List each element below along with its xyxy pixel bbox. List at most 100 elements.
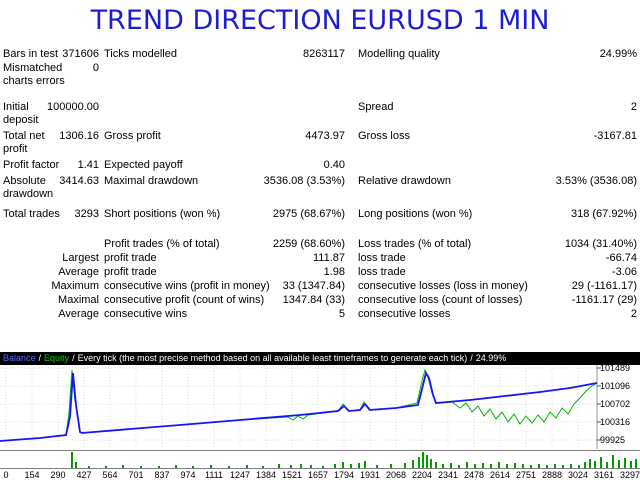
volume-bar: [538, 464, 540, 468]
stat-value: -66.74: [605, 252, 637, 264]
stat-label: Modelling quality: [358, 48, 440, 60]
volume-bar: [262, 466, 264, 468]
x-label: 2478: [463, 470, 485, 480]
volume-bar: [600, 457, 602, 468]
balance-legend: Balance: [3, 353, 36, 363]
x-label: 3024: [567, 470, 589, 480]
equity-legend: Equity: [44, 353, 70, 363]
volume-bar: [490, 464, 492, 468]
volume-bar: [75, 462, 77, 468]
x-label: 3297: [619, 470, 640, 480]
price-label: 101489: [600, 363, 631, 373]
legend-separator: /: [470, 353, 473, 363]
volume-bar: [310, 465, 312, 468]
volume-bar: [435, 462, 437, 468]
volume-bar: [562, 465, 564, 468]
stat-label: Relative drawdown: [358, 175, 451, 187]
volume-bar: [358, 463, 360, 468]
stat-value: 2: [630, 101, 637, 113]
volume-bar: [422, 452, 424, 468]
volume-bar: [630, 461, 632, 468]
volume-bar: [404, 463, 406, 468]
x-label: 1794: [333, 470, 355, 480]
stat-label: Spread: [358, 101, 394, 113]
volume-bar: [278, 464, 280, 468]
x-label: 837: [154, 470, 170, 480]
volume-bar: [376, 465, 378, 468]
stat-value: 3293: [74, 208, 99, 220]
x-label: 1521: [281, 470, 303, 480]
price-label: 99925: [600, 435, 626, 445]
stat-label: Profit factor: [3, 159, 60, 171]
stat-label: consecutive loss (count of losses): [358, 294, 523, 306]
stat-label: Mismatched charts errors: [3, 62, 65, 87]
stat-label: consecutive profit (count of wins): [104, 294, 265, 306]
stat-value: -3167.81: [593, 130, 637, 142]
stat-label: Loss trades (% of total): [358, 238, 472, 250]
x-label: 427: [76, 470, 92, 480]
stat-value: 3.53% (3536.08): [555, 175, 637, 187]
x-label: 290: [50, 470, 66, 480]
stat-label: Absolute drawdown: [3, 175, 54, 200]
stat-value: 8263117: [302, 48, 345, 60]
stat-label: Bars in test: [3, 48, 59, 60]
volume-bar: [334, 464, 336, 468]
volume-bar: [522, 464, 524, 468]
x-label: 701: [128, 470, 144, 480]
stat-label: Total net profit: [3, 130, 45, 155]
stat-value: 3536.08 (3.53%): [263, 175, 345, 187]
volume-bar: [450, 463, 452, 468]
volume-bar: [606, 462, 608, 468]
price-label: 100702: [600, 399, 631, 409]
stat-value: 318 (67.92%): [570, 208, 637, 220]
volume-bar: [554, 464, 556, 468]
volume-bar: [466, 462, 468, 468]
x-label: 1657: [307, 470, 329, 480]
stat-label: loss trade: [358, 266, 406, 278]
volume-bar: [412, 460, 414, 468]
stat-label: consecutive losses (loss in money): [358, 280, 528, 292]
stat-label: profit trade: [104, 252, 157, 264]
volume-bar: [350, 464, 352, 468]
volume-bar: [430, 459, 432, 468]
volume-bar: [570, 464, 572, 468]
stat-value: 2975 (68.67%): [272, 208, 345, 220]
stat-value: 2: [630, 308, 637, 320]
volume-bar: [71, 452, 73, 468]
stat-label: Profit trades (% of total): [104, 238, 220, 250]
x-label: 974: [180, 470, 196, 480]
stat-value: 33 (1347.84): [282, 280, 345, 292]
volume-bar: [546, 465, 548, 468]
volume-bar: [458, 465, 460, 468]
x-label: 2751: [515, 470, 537, 480]
stat-value: Maximal: [58, 294, 99, 306]
x-label: 1111: [204, 470, 224, 480]
stat-value: 4473.97: [305, 130, 345, 142]
stat-value: 1034 (31.40%): [564, 238, 637, 250]
stat-label: Ticks modelled: [104, 48, 177, 60]
volume-bar: [578, 465, 580, 468]
volume-bar: [210, 465, 212, 468]
stat-value: Maximum: [51, 280, 99, 292]
x-label: 2614: [489, 470, 511, 480]
stat-value: 0: [92, 62, 99, 74]
stat-label: Gross profit: [104, 130, 161, 142]
volume-bar: [105, 466, 107, 468]
x-label: 3161: [593, 470, 615, 480]
stat-value: 1.98: [323, 266, 345, 278]
volume-bar: [624, 458, 626, 468]
stat-value: Average: [58, 308, 99, 320]
x-label: 2341: [437, 470, 459, 480]
volume-bar: [122, 465, 124, 468]
volume-bar: [530, 465, 532, 468]
volume-bar: [442, 464, 444, 468]
stats-table: Bars in test 371606 Ticks modelled 8263117 M…: [3, 48, 637, 320]
volume-bar: [594, 461, 596, 468]
stat-label: Gross loss: [358, 130, 410, 142]
legend-separator: /: [38, 353, 42, 363]
volume-bar: [618, 460, 620, 468]
volume-bar: [584, 462, 586, 468]
price-label: 101096: [600, 381, 631, 391]
x-label: 154: [24, 470, 40, 480]
volume-bar: [474, 464, 476, 468]
